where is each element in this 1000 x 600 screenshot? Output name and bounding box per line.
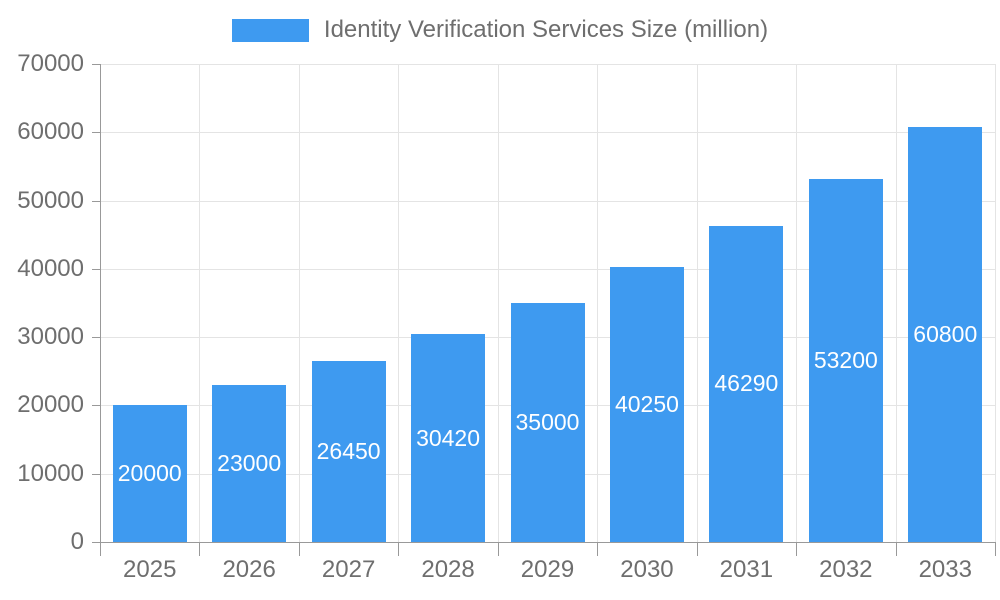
- x-axis-label: 2025: [123, 556, 177, 583]
- bar-2028[interactable]: 30420: [411, 334, 486, 542]
- x-axis-tick: [796, 542, 798, 556]
- bar-2031[interactable]: 46290: [709, 225, 784, 542]
- y-axis-line: [100, 64, 101, 542]
- bar-2032[interactable]: 53200: [808, 178, 883, 542]
- bar-2027[interactable]: 26450: [311, 361, 386, 542]
- gridline-vertical: [696, 64, 698, 542]
- y-axis-tick: [92, 405, 100, 407]
- bar-value-label: 46290: [714, 370, 779, 397]
- gridline-horizontal: [100, 64, 995, 65]
- gridline-vertical: [597, 64, 599, 542]
- x-axis-label: 2031: [719, 556, 774, 583]
- bar-2026[interactable]: 23000: [212, 384, 287, 542]
- y-axis-label: 0: [70, 528, 84, 555]
- gridline-horizontal: [100, 200, 995, 202]
- gridline-horizontal: [100, 132, 995, 134]
- x-axis-tick: [497, 542, 499, 556]
- bar-value-label: 20000: [117, 460, 182, 487]
- y-axis-tick: [92, 542, 100, 543]
- x-axis-label: 2032: [819, 556, 873, 583]
- legend-label: Identity Verification Services Size (mil…: [323, 16, 769, 43]
- bar-value-label: 30420: [416, 424, 481, 451]
- legend: Identity Verification Services Size (mil…: [0, 16, 1000, 43]
- gridline-vertical: [199, 64, 201, 542]
- legend-item[interactable]: Identity Verification Services Size (mil…: [231, 16, 769, 43]
- y-axis-label: 20000: [17, 391, 84, 419]
- y-axis-tick: [92, 132, 100, 134]
- y-axis-label: 10000: [17, 459, 84, 487]
- x-axis-label: 2029: [520, 556, 575, 583]
- x-axis-line: [100, 542, 995, 543]
- y-axis-label: 30000: [17, 323, 84, 351]
- gridline-vertical: [497, 64, 499, 542]
- y-axis-label: 60000: [17, 118, 84, 146]
- plot-area: 0 10000 20000 30000 40000 50000 60000 70000 2000…: [17, 50, 996, 583]
- x-axis-tick: [298, 542, 300, 556]
- y-axis-label: 50000: [17, 186, 84, 214]
- bar-2029[interactable]: 35000: [510, 303, 585, 542]
- x-axis-label: 2030: [620, 556, 674, 583]
- bar-value-label: 26450: [316, 438, 381, 465]
- bar-2033[interactable]: 60800: [908, 126, 983, 542]
- x-axis-tick: [100, 542, 101, 556]
- bar-value-label: 35000: [515, 409, 580, 435]
- y-axis-tick: [92, 200, 100, 202]
- x-axis-tick: [398, 542, 400, 556]
- x-axis-tick: [199, 542, 201, 556]
- x-axis-tick: [895, 542, 897, 556]
- bar-value-label: 40250: [614, 391, 679, 418]
- bar-value-label: 53200: [813, 346, 878, 373]
- x-axis-label: 2026: [222, 556, 276, 583]
- y-axis-tick: [92, 268, 100, 270]
- legend-swatch: [231, 18, 309, 42]
- y-axis-tick: [92, 64, 100, 65]
- bar-value-label: 23000: [217, 449, 282, 476]
- x-axis-label: 2033: [918, 556, 972, 583]
- gridline-vertical: [895, 64, 897, 542]
- gridline-horizontal: [100, 268, 995, 270]
- x-axis-label: 2027: [321, 556, 376, 583]
- x-axis-tick: [696, 542, 698, 556]
- x-axis-tick: [597, 542, 599, 556]
- gridline-vertical: [298, 64, 300, 542]
- y-axis-label: 40000: [17, 254, 84, 282]
- gridline-vertical: [398, 64, 400, 542]
- y-axis-label: 70000: [17, 50, 84, 77]
- bar-2025[interactable]: 20000: [112, 405, 187, 542]
- y-axis-tick: [92, 473, 100, 475]
- y-axis-tick: [92, 337, 100, 339]
- bar-value-label: 60800: [913, 320, 978, 347]
- x-axis-tick: [995, 542, 996, 556]
- bar-2030[interactable]: 40250: [609, 267, 684, 542]
- gridline-vertical: [796, 64, 798, 542]
- gridline-vertical: [995, 64, 996, 542]
- x-axis-label: 2028: [421, 556, 475, 583]
